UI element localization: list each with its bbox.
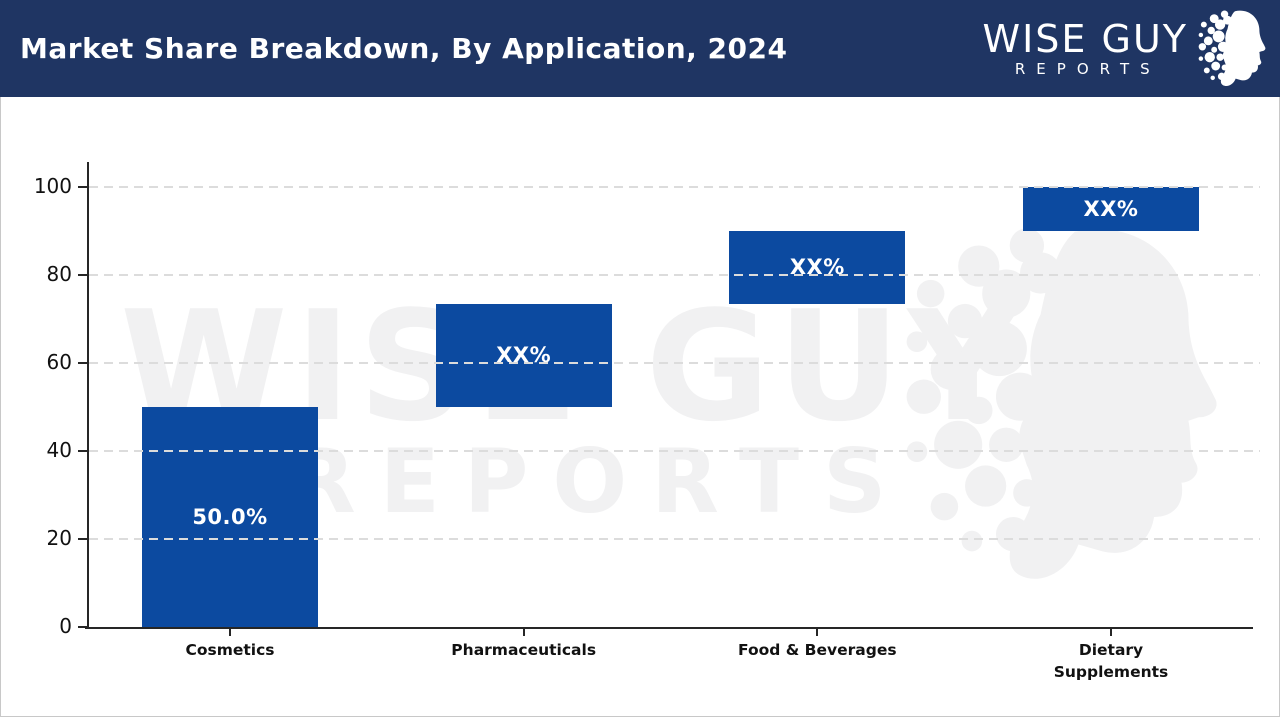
x-category-label: Food & Beverages: [738, 641, 897, 659]
bar: XX%: [729, 231, 906, 304]
x-category-label: Pharmaceuticals: [451, 641, 597, 659]
y-axis: [87, 162, 89, 629]
bar: 50.0%: [142, 407, 318, 627]
x-category-label: Dietary Supplements: [1053, 641, 1169, 681]
y-tick-mark: [78, 450, 87, 452]
x-category-label: Cosmetics: [185, 641, 275, 659]
y-tick-label: 80: [46, 262, 72, 286]
y-tick-label: 0: [59, 614, 72, 638]
watermark-text-line2: REPORTS: [288, 430, 911, 533]
bar: XX%: [1023, 187, 1199, 231]
logo-wordmark-line1: WISE GUY: [982, 16, 1188, 61]
gridline: [89, 362, 1260, 364]
logo-wordmark-line2: REPORTS: [1014, 60, 1161, 79]
y-tick-mark: [78, 274, 87, 276]
bar-value-label: XX%: [1083, 197, 1139, 221]
y-tick-label: 40: [46, 438, 72, 462]
bar-value-label: 50.0%: [192, 505, 268, 529]
x-tick-mark: [1110, 629, 1112, 636]
logo-wordmark: WISE GUY REPORTS: [982, 16, 1188, 79]
y-tick-mark: [78, 626, 87, 628]
x-tick-mark: [816, 629, 819, 636]
x-tick-mark: [229, 629, 231, 636]
page-title: Market Share Breakdown, By Application, …: [20, 32, 788, 65]
y-tick-mark: [78, 538, 87, 540]
y-tick-label: 100: [33, 174, 72, 198]
gridline: [89, 274, 1260, 276]
gridline: [89, 186, 1260, 188]
x-axis: [85, 627, 1253, 629]
wiseguy-head-icon: [1198, 10, 1266, 86]
header: Market Share Breakdown, By Application, …: [0, 0, 1280, 97]
wiseguy-logo: WISE GUY REPORTS: [983, 6, 1266, 92]
bar: XX%: [435, 303, 612, 407]
y-tick-label: 60: [46, 350, 72, 374]
y-tick-mark: [78, 186, 87, 188]
y-tick-mark: [78, 362, 87, 364]
x-tick-mark: [522, 629, 525, 636]
gridline: [89, 538, 1260, 540]
gridline: [89, 450, 1260, 452]
y-tick-label: 20: [46, 526, 72, 550]
